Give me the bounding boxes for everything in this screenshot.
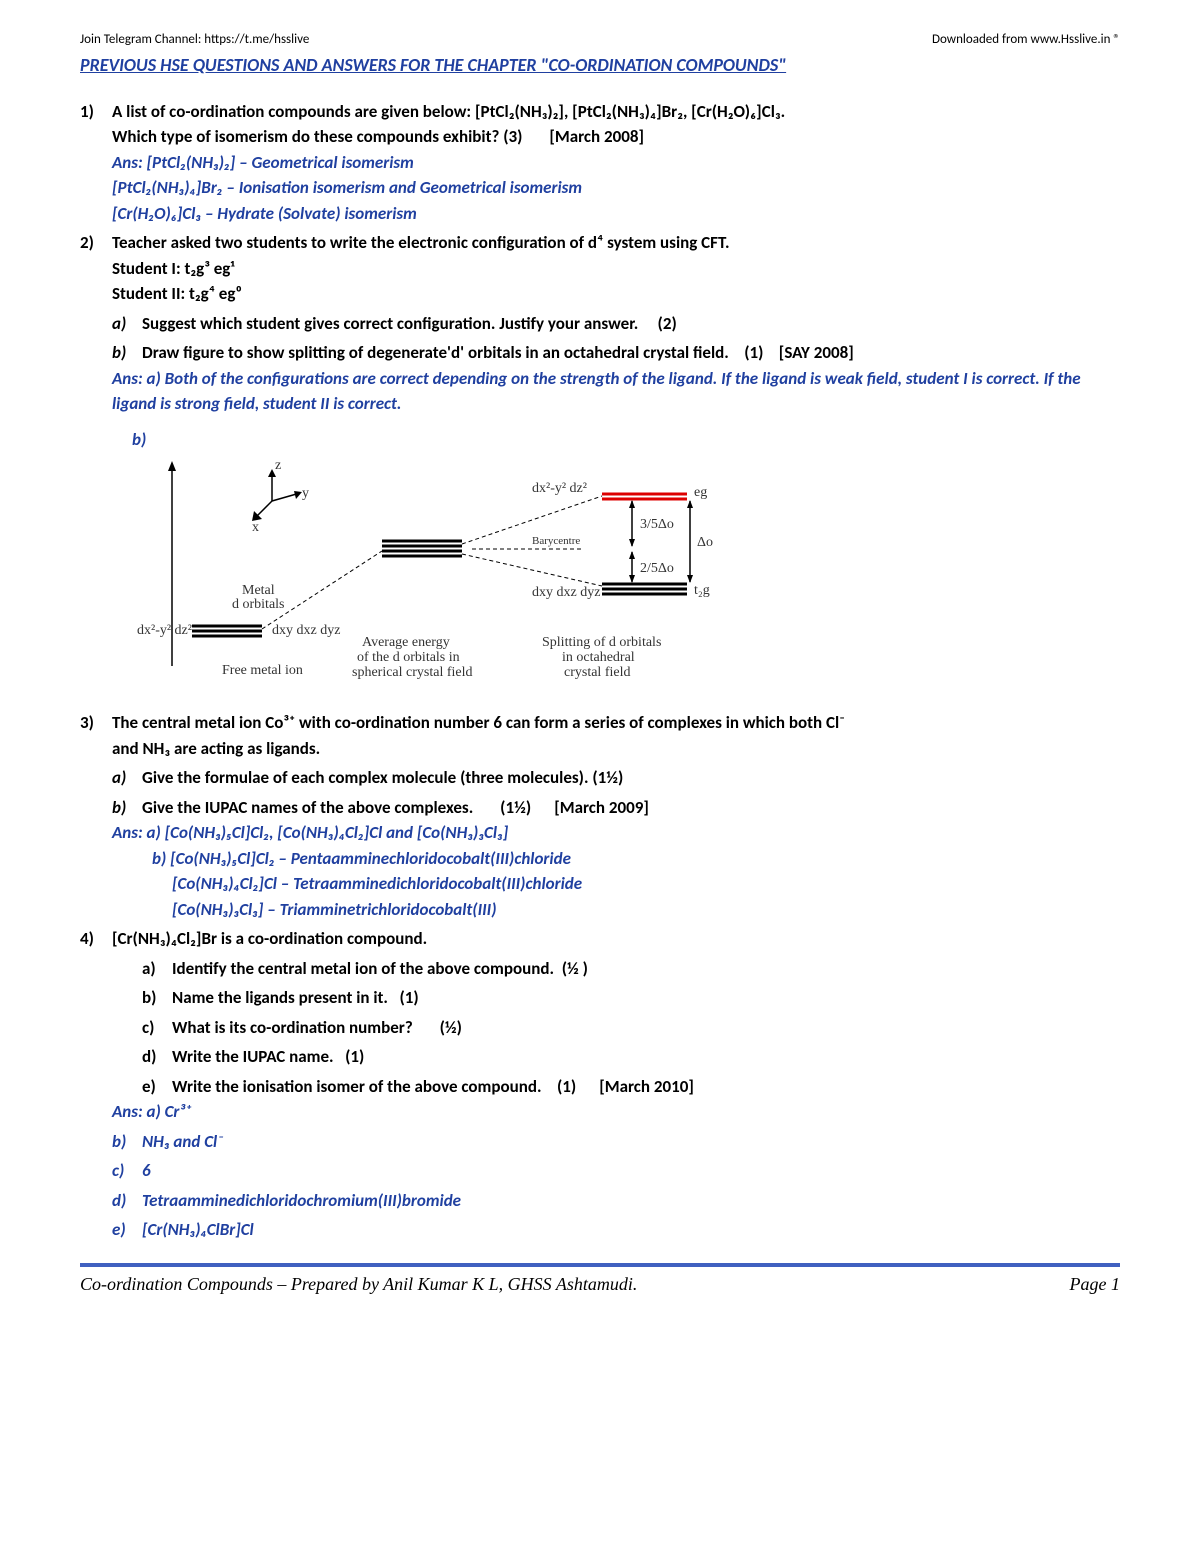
q3-ans-b3: [Co(NH₃)₃Cl₃] – Triamminetrichloridocoba… [172,897,1120,923]
svg-text:Metal: Metal [242,583,275,598]
question-2: 2) Teacher asked two students to write t… [80,230,1120,706]
q3-line1b: and NH₃ are acting as ligands. [112,736,1120,762]
header-right: Downloaded from www.Hsslive.in ® [932,30,1120,50]
svg-text:y: y [302,486,309,501]
q2b-text: Draw figure to show splitting of degener… [142,340,1120,366]
svg-text:Splitting of d orbitals: Splitting of d orbitals [542,635,661,650]
question-1: 1) A list of co-ordination compounds are… [80,99,1120,227]
q1-answer-3: [Cr(H₂O)₆]Cl₃ – Hydrate (Solvate) isomer… [112,201,1120,227]
svg-text:x: x [252,520,259,535]
q1-answer-1: Ans: [PtCl₂(NH₃)₂] – Geometrical isomeri… [112,150,1120,176]
q-number: 4) [80,926,102,1243]
svg-text:Average energy: Average energy [362,635,450,650]
svg-text:2/5Δo: 2/5Δo [640,561,674,576]
svg-text:eg: eg [694,485,707,500]
svg-text:dxy dxz dyz: dxy dxz dyz [532,585,600,600]
q1-answer-2: [PtCl₂(NH₃)₄]Br₂ – Ionisation isomerism … [112,175,1120,201]
svg-text:t₂g: t₂g [694,583,710,598]
sub-letter: a) [112,311,134,337]
svg-text:dx²-y² dz²: dx²-y² dz² [532,481,587,496]
svg-text:Δo: Δo [697,535,713,550]
cft-diagram: b) z y x [132,427,1120,697]
header-left: Join Telegram Channel: https://t.me/hssl… [80,30,309,50]
q4-line1: [Cr(NH₃)₄Cl₂]Br is a co-ordination compo… [112,926,1120,952]
svg-text:dx²-y² dz²: dx²-y² dz² [137,623,192,638]
q2-student2: Student II: t₂g⁴ eg⁰ [112,281,1120,307]
question-3: 3) The central metal ion Co³⁺ with co-or… [80,710,1120,922]
footer-page: Page 1 [1070,1271,1120,1298]
q4-ans-a: Ans: a) Cr³⁺ [112,1099,1120,1125]
sub-letter: b) [112,340,134,366]
question-4: 4) [Cr(NH₃)₄Cl₂]Br is a co-ordination co… [80,926,1120,1243]
q3-ans-b2: [Co(NH₃)₄Cl₂]Cl – Tetraamminedichloridoc… [172,871,1120,897]
svg-text:z: z [275,458,281,473]
q2-answer: Ans: a) Both of the configurations are c… [112,366,1120,417]
cft-splitting-svg: z y x Metal d orbitals dx²-y² dz² dxy dx… [132,456,772,696]
exam-reference: [March 2008] [549,126,644,147]
svg-text:in octahedral: in octahedral [562,650,635,665]
document-title: PREVIOUS HSE QUESTIONS AND ANSWERS FOR T… [80,52,1120,79]
q3-line1a: The central metal ion Co³⁺ with co-ordin… [112,710,1120,736]
svg-text:spherical crystal field: spherical crystal field [352,665,473,680]
page-header: Join Telegram Channel: https://t.me/hssl… [80,30,1120,50]
q-number: 1) [80,99,102,227]
q2-student1: Student I: t₂g³ eg¹ [112,256,1120,282]
q2-line1: Teacher asked two students to write the … [112,230,1120,256]
page-footer: Co-ordination Compounds – Prepared by An… [80,1263,1120,1298]
footer-left: Co-ordination Compounds – Prepared by An… [80,1271,637,1298]
svg-text:crystal field: crystal field [564,665,630,680]
svg-text:of the d orbitals in: of the d orbitals in [357,650,460,665]
q3-ans-b1: b) [Co(NH₃)₅Cl]Cl₂ – Pentaamminechlorido… [152,846,1120,872]
svg-text:3/5Δo: 3/5Δo [640,517,674,532]
q1-line2: Which type of isomerism do these compoun… [112,124,1120,150]
q2a-text: Suggest which student gives correct conf… [142,311,1120,337]
q-number: 2) [80,230,102,706]
svg-text:d orbitals: d orbitals [232,597,285,612]
q3-ans-a: Ans: a) [Co(NH₃)₅Cl]Cl₂, [Co(NH₃)₄Cl₂]Cl… [112,820,1120,846]
q-number: 3) [80,710,102,922]
q1-line1: A list of co-ordination compounds are gi… [112,99,1120,125]
svg-text:dxy dxz dyz: dxy dxz dyz [272,623,340,638]
svg-text:Barycentre: Barycentre [532,535,580,547]
svg-text:Free metal ion: Free metal ion [222,663,303,678]
diagram-part-label: b) [132,427,1120,453]
